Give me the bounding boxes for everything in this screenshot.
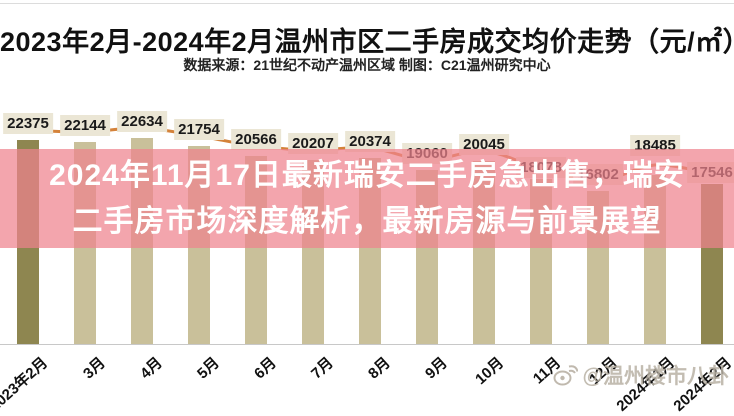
x-axis-label-5月: 5月 xyxy=(193,354,223,383)
value-label-3月: 22144 xyxy=(60,115,110,136)
x-axis-label-6月: 6月 xyxy=(250,354,280,383)
value-label-6月: 20566 xyxy=(231,129,281,150)
chart-canvas: 2023年2月-2024年2月温州市区二手房成交均价走势（元/㎡） 数据来源：2… xyxy=(0,3,734,415)
value-label-5月: 21754 xyxy=(174,119,224,140)
x-axis-label-4月: 4月 xyxy=(136,354,166,383)
x-axis-label-9月: 9月 xyxy=(421,354,451,383)
x-axis-label-10月: 10月 xyxy=(472,354,508,389)
promo-banner-line2: 二手房市场深度解析，最新房源与前景展望 xyxy=(72,204,662,238)
watermark-text: @温州楼市八卦 xyxy=(582,365,729,388)
promo-banner-line1: 2024年11月17日最新瑞安二手房急出售，瑞安 xyxy=(49,158,685,192)
x-axis-label-7月: 7月 xyxy=(307,354,337,383)
promo-banner: 2024年11月17日最新瑞安二手房急出售，瑞安 二手房市场深度解析，最新房源与… xyxy=(0,149,734,248)
top-divider-line xyxy=(0,3,734,4)
x-axis-baseline xyxy=(0,344,734,345)
x-axis-label-2023年2月: 2023年2月 xyxy=(0,354,52,415)
chart-title: 2023年2月-2024年2月温州市区二手房成交均价走势（元/㎡） xyxy=(0,27,734,57)
weibo-icon xyxy=(553,365,578,386)
x-axis-label-8月: 8月 xyxy=(364,354,394,383)
x-axis-label-3月: 3月 xyxy=(79,354,109,383)
watermark: @温州楼市八卦 xyxy=(552,360,729,390)
chart-subtitle: 数据来源：21世纪不动产温州区域 制图：C21温州研究中心 xyxy=(183,57,551,73)
value-label-4月: 22634 xyxy=(117,111,167,132)
value-label-2023年2月: 22375 xyxy=(3,113,53,134)
